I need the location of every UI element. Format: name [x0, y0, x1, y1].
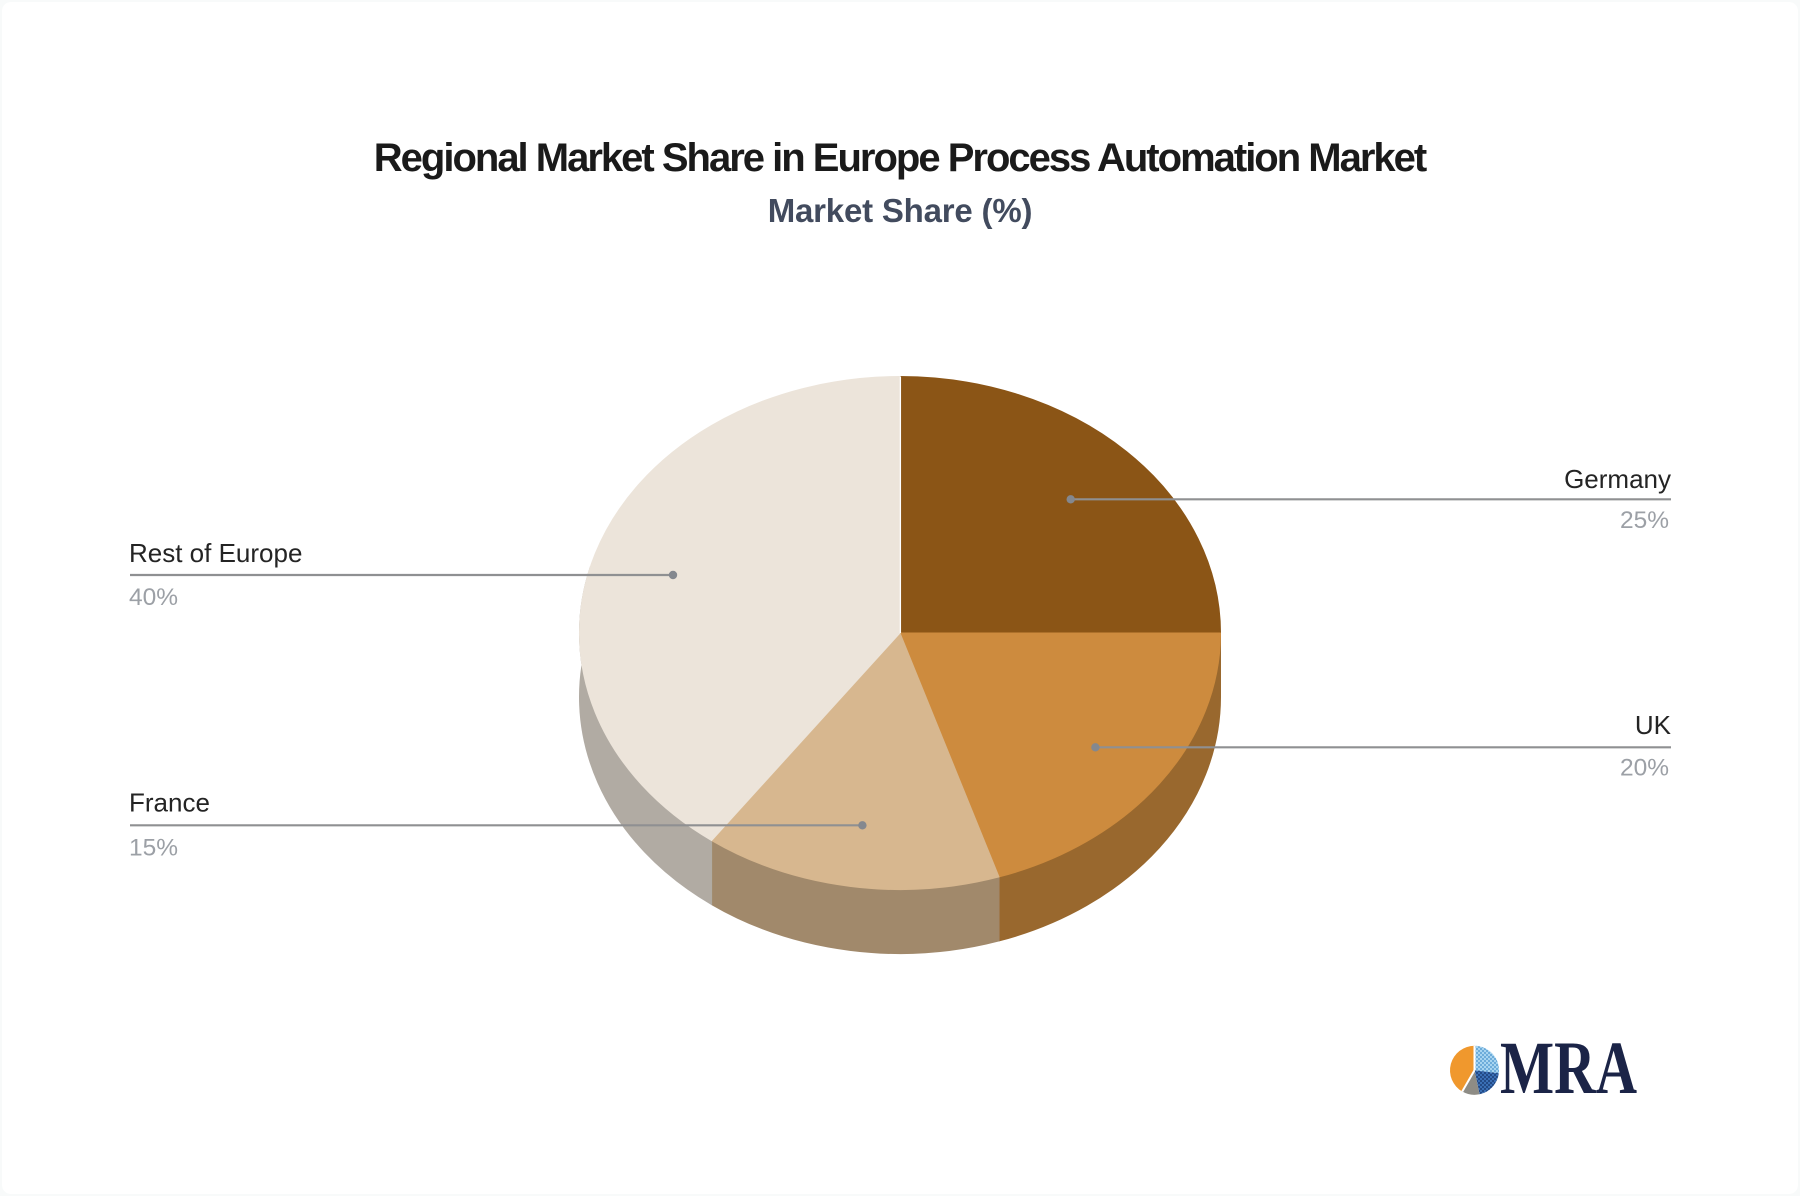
- svg-text:15%: 15%: [129, 835, 178, 862]
- svg-text:Market Share (%): Market Share (%): [768, 192, 1033, 229]
- svg-text:UK: UK: [1635, 710, 1672, 740]
- svg-text:Regional Market Share in Europ: Regional Market Share in Europe Process …: [374, 136, 1427, 180]
- svg-text:25%: 25%: [1620, 507, 1669, 534]
- svg-text:Germany: Germany: [1564, 464, 1671, 494]
- svg-text:MRA: MRA: [1500, 1027, 1637, 1110]
- svg-text:40%: 40%: [129, 584, 178, 611]
- svg-text:France: France: [129, 788, 210, 818]
- svg-text:Rest of Europe: Rest of Europe: [129, 538, 302, 568]
- svg-text:20%: 20%: [1620, 755, 1669, 782]
